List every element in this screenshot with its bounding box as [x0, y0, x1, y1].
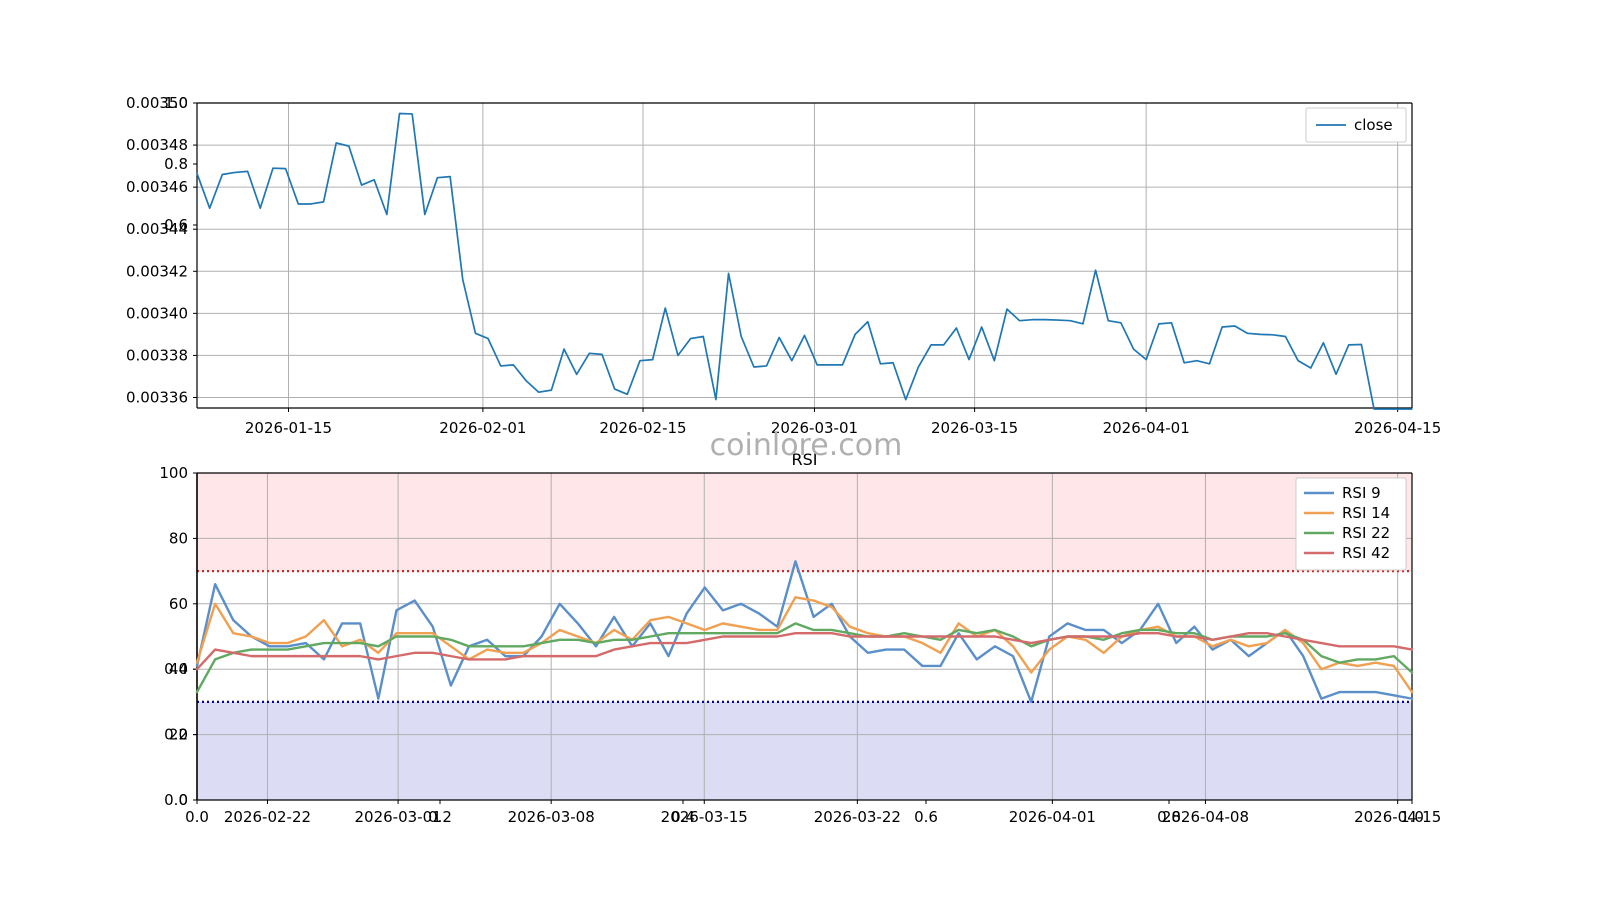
rsi-legend-box — [1295, 477, 1407, 571]
rsi-xtick-label: 2026-03-15 — [661, 808, 748, 826]
rsi-title: RSI — [792, 450, 818, 469]
rsi-legend-label-rsi-22[interactable]: RSI 22 — [1342, 524, 1390, 542]
rsi-ytick-label: 100 — [159, 464, 188, 482]
price-xtick-label: 2026-04-01 — [1103, 419, 1190, 437]
coinlore-watermark: coinlore.com — [710, 428, 903, 463]
rsi-secondary-ytick-label: 0.0 — [164, 791, 188, 809]
rsi-secondary-xtick-label: 0.8 — [1157, 808, 1181, 826]
rsi-secondary-xtick-label: 0.0 — [185, 808, 209, 826]
rsi-legend-label-rsi-42[interactable]: RSI 42 — [1342, 544, 1390, 562]
rsi-xtick-label: 2026-04-15 — [1354, 808, 1441, 826]
price-secondary-ytick-label: 0.8 — [164, 155, 188, 173]
rsi-line-rsi-42 — [195, 632, 1414, 671]
price-xtick-label: 2026-02-01 — [439, 419, 526, 437]
rsi-oversold-band — [197, 701, 1412, 800]
rsi-secondary-xtick-label: 0.6 — [914, 808, 938, 826]
price-ytick-label: 0.00348 — [126, 136, 188, 154]
rsi-ytick-label: 40 — [169, 660, 188, 678]
rsi-line-rsi-14 — [195, 596, 1414, 694]
rsi-secondary-xtick-label: 0.4 — [671, 808, 695, 826]
price-xtick-label: 2026-03-01 — [771, 419, 858, 437]
rsi-xtick-label: 2026-04-01 — [1009, 808, 1096, 826]
rsi-xtick-label: 2026-03-08 — [508, 808, 595, 826]
rsi-xtick-label: 2026-02-22 — [224, 808, 311, 826]
price-xtick-label: 2026-04-15 — [1354, 419, 1441, 437]
rsi-ytick-label: 60 — [169, 595, 188, 613]
price-legend-box — [1305, 107, 1407, 143]
rsi-secondary-ytick-label: 0.4 — [164, 660, 188, 678]
price-plot-background — [197, 103, 1412, 408]
price-line-close — [196, 112, 1413, 410]
rsi-xtick-label: 2026-03-01 — [354, 808, 441, 826]
price-xtick-label: 2026-01-15 — [245, 419, 332, 437]
price-secondary-ytick-label: 0.6 — [164, 216, 188, 234]
price-ytick-label: 0.00336 — [126, 388, 188, 406]
price-secondary-ytick-label: 1.0 — [164, 94, 188, 112]
price-ytick-label: 0.00346 — [126, 178, 188, 196]
rsi-secondary-xtick-label: 0.2 — [428, 808, 452, 826]
rsi-ytick-label: 0 — [178, 791, 188, 809]
rsi-secondary-ytick-label: 0.2 — [164, 726, 188, 744]
rsi-ytick-label: 80 — [169, 529, 188, 547]
price-ytick-label: 0.00342 — [126, 262, 188, 280]
price-ytick-label: 0.00350 — [126, 94, 188, 112]
rsi-secondary-xtick-label: 1.0 — [1400, 808, 1424, 826]
price-xtick-label: 2026-02-15 — [599, 419, 686, 437]
price-ytick-label: 0.00338 — [126, 346, 188, 364]
price-ytick-label: 0.00344 — [126, 220, 188, 238]
rsi-ytick-label: 20 — [169, 726, 188, 744]
rsi-overbought-band — [197, 473, 1412, 572]
rsi-xtick-label: 2026-03-22 — [814, 808, 901, 826]
rsi-legend-label-rsi-9[interactable]: RSI 9 — [1342, 484, 1381, 502]
price-ytick-label: 0.00340 — [126, 304, 188, 322]
price-legend-label-close[interactable]: close — [1354, 116, 1393, 134]
price-xtick-label: 2026-03-15 — [931, 419, 1018, 437]
rsi-legend-label-rsi-14[interactable]: RSI 14 — [1342, 504, 1390, 522]
rsi-xtick-label: 2026-04-08 — [1162, 808, 1249, 826]
